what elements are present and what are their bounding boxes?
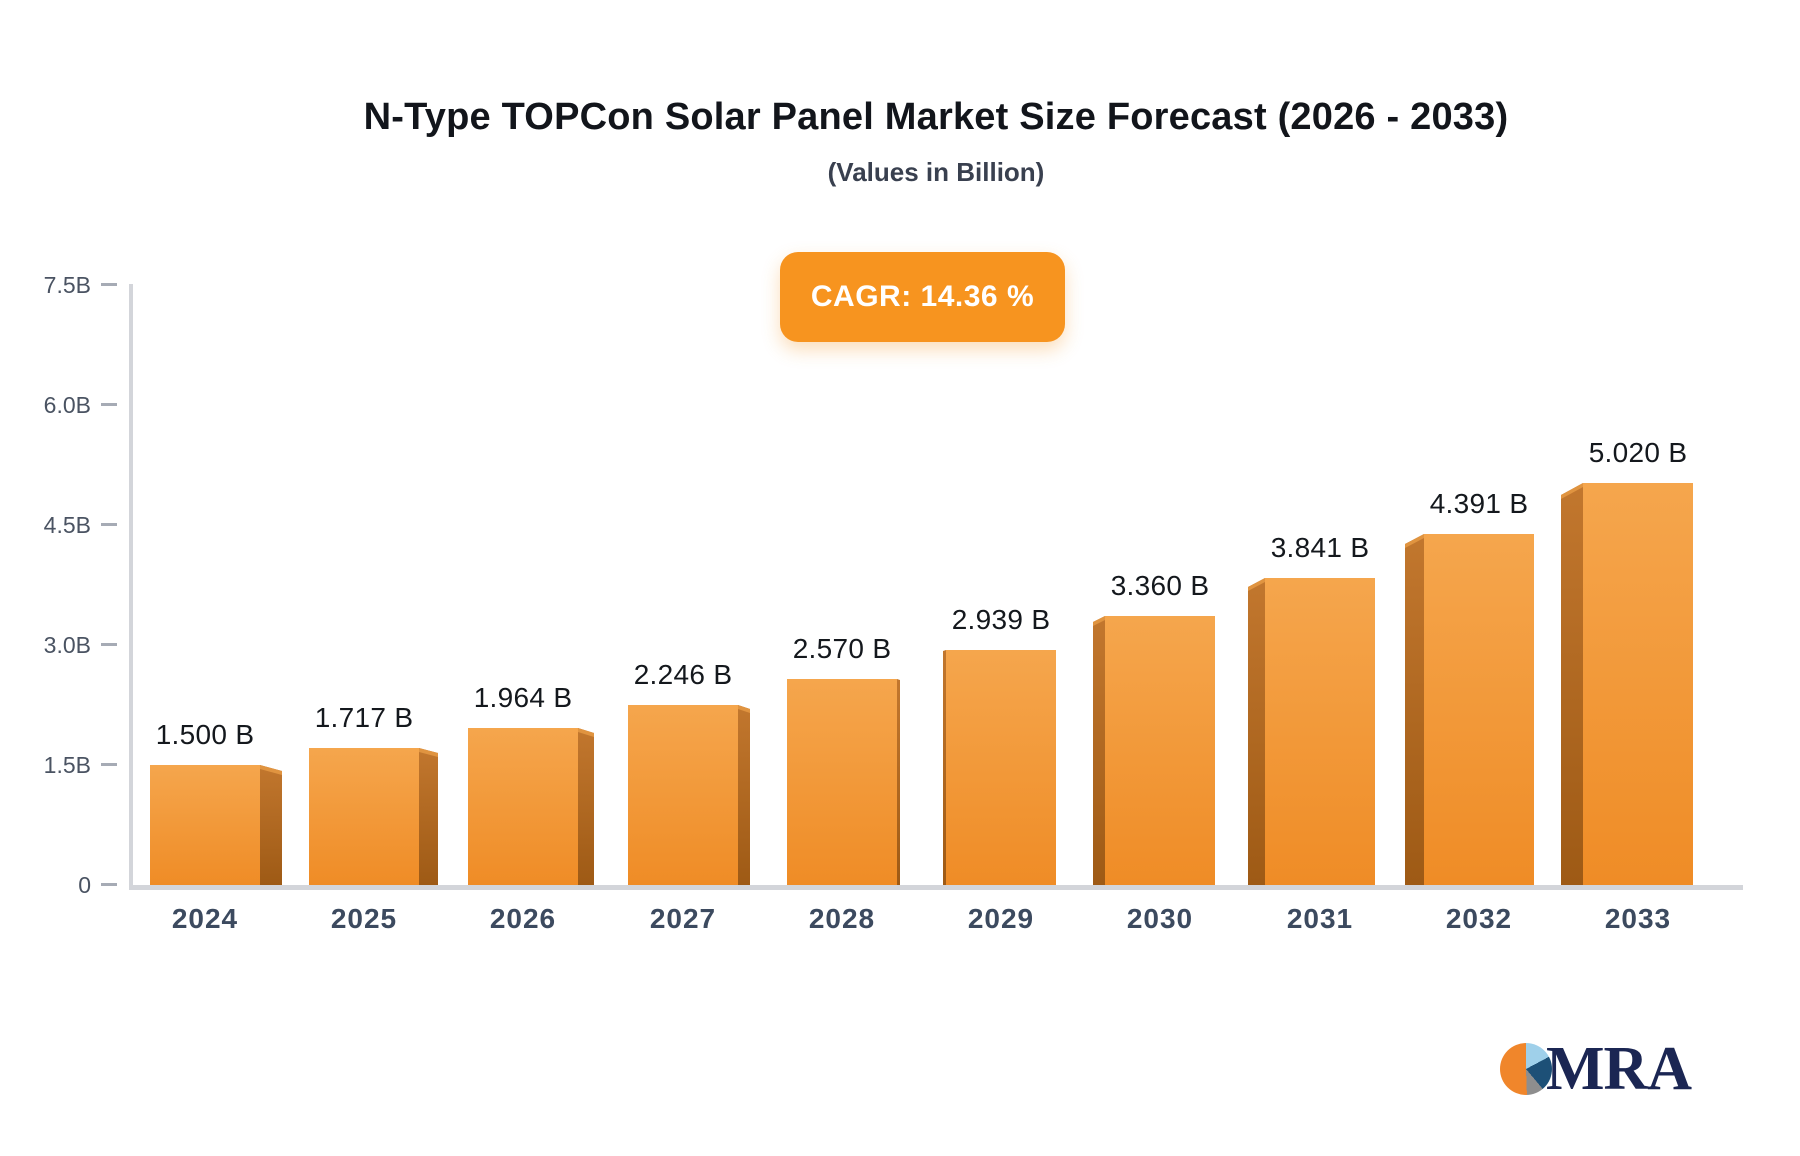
bar-top-face (738, 705, 750, 713)
bar-front-face (1265, 578, 1375, 885)
bar-side-face (897, 679, 900, 885)
bar-front-face (468, 728, 578, 885)
chart-title: N-Type TOPCon Solar Panel Market Size Fo… (363, 96, 1509, 138)
x-axis-label: 2025 (330, 903, 398, 934)
x-axis-label: 2028 (808, 903, 876, 934)
bar-value-label: 1.500 B (155, 719, 255, 750)
bar-value-label: 2.570 B (792, 633, 892, 664)
cagr-badge-label: CAGR: 14.36 % (810, 280, 1035, 313)
bar-side-face (578, 728, 594, 885)
x-axis-label: 2033 (1604, 903, 1672, 934)
bar-front-face (946, 650, 1056, 885)
x-axis-label: 2029 (967, 903, 1035, 934)
bar-side-face (943, 650, 946, 885)
bar-side-face (1405, 534, 1424, 885)
y-axis-tick-label: 6.0B (43, 392, 91, 418)
bar-top-face (1093, 616, 1105, 626)
bar-value-label: 3.841 B (1270, 532, 1370, 563)
bar-front-face (628, 705, 738, 885)
bar-side-face (1248, 578, 1265, 885)
bar-value-label: 2.246 B (633, 659, 733, 690)
y-axis-line (129, 284, 133, 890)
bar-front-face (150, 765, 260, 885)
y-axis-tick-mark (101, 403, 117, 406)
bar-side-face (738, 705, 750, 885)
bar-value-label: 3.360 B (1110, 570, 1210, 601)
bar-top-face (578, 728, 594, 737)
bar-top-face (419, 748, 438, 757)
y-axis-tick-mark (101, 883, 117, 886)
y-axis-tick-mark (101, 523, 117, 526)
y-axis-tick-mark (101, 283, 117, 286)
x-axis-label: 2026 (489, 903, 557, 934)
x-axis-label: 2030 (1126, 903, 1194, 934)
y-axis-tick-label: 4.5B (43, 512, 91, 538)
y-axis-tick-label: 0 (78, 872, 91, 898)
bar-side-face (260, 765, 282, 885)
chart-subtitle: (Values in Billion) (827, 157, 1045, 187)
x-axis-label: 2031 (1286, 903, 1354, 934)
y-axis-tick-label: 3.0B (43, 632, 91, 658)
bar-side-face (1561, 483, 1583, 885)
bar-value-label: 1.964 B (473, 682, 573, 713)
x-axis-line (129, 885, 1743, 890)
y-axis-tick-mark (101, 643, 117, 646)
x-axis-label: 2032 (1445, 903, 1513, 934)
bar-side-face (419, 748, 438, 885)
chart-header: N-Type TOPCon Solar Panel Market Size Fo… (136, 96, 1736, 188)
cagr-badge: CAGR: 14.36 % (780, 252, 1065, 342)
x-axis-label: 2024 (171, 903, 239, 934)
y-axis-tick-label: 1.5B (43, 752, 91, 778)
bar-front-face (309, 748, 419, 885)
bar-front-face (1424, 534, 1534, 885)
bar-value-label: 1.717 B (314, 702, 414, 733)
logo-pie-icon (1500, 1043, 1552, 1095)
bar-value-label: 4.391 B (1429, 488, 1529, 519)
bar-front-face (1105, 616, 1215, 885)
logo-text: MRA (1546, 1035, 1692, 1103)
bar-front-face (787, 679, 897, 885)
bar-front-face (1583, 483, 1693, 885)
y-axis-tick-label: 7.5B (43, 272, 91, 298)
x-axis-label: 2027 (649, 903, 717, 934)
y-axis-tick-mark (101, 763, 117, 766)
brand-logo: MRA (1500, 1035, 1692, 1103)
bar-value-label: 5.020 B (1588, 437, 1688, 468)
bar-side-face (1093, 616, 1105, 885)
bar-value-label: 2.939 B (951, 604, 1051, 635)
bar-top-face (260, 765, 282, 775)
